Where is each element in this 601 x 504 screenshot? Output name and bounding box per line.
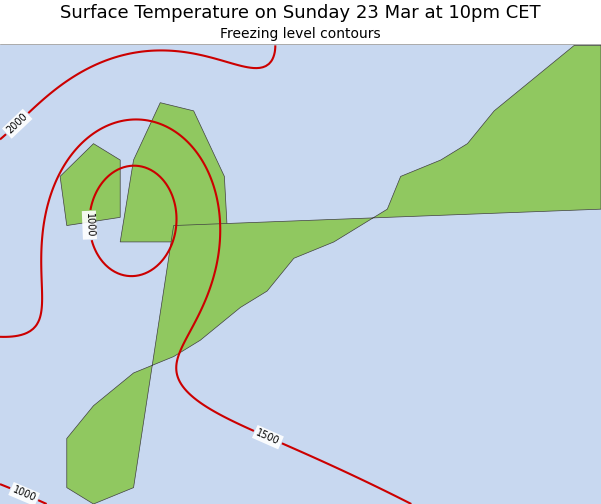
Text: 1000: 1000 (11, 485, 37, 503)
Polygon shape (120, 103, 227, 242)
Text: Freezing level contours: Freezing level contours (220, 27, 381, 41)
Polygon shape (60, 144, 120, 226)
Text: 1000: 1000 (84, 213, 95, 237)
Text: Surface Temperature on Sunday 23 Mar at 10pm CET: Surface Temperature on Sunday 23 Mar at … (60, 4, 541, 22)
Text: 1500: 1500 (255, 427, 281, 447)
Text: 2000: 2000 (5, 111, 29, 136)
Polygon shape (67, 45, 601, 504)
